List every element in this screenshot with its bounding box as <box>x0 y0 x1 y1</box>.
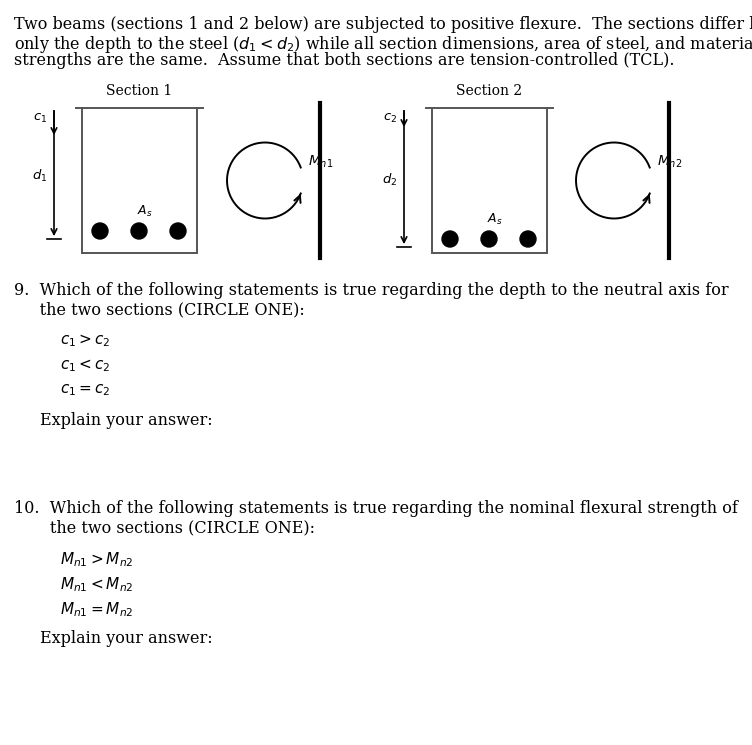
Circle shape <box>442 231 458 247</box>
Text: $d_1$: $d_1$ <box>32 168 47 184</box>
Circle shape <box>131 223 147 239</box>
Text: $A_s$: $A_s$ <box>138 204 153 219</box>
Text: strengths are the same.  Assume that both sections are tension-controlled (TCL).: strengths are the same. Assume that both… <box>14 52 675 69</box>
Text: $c_1$: $c_1$ <box>33 112 47 125</box>
Text: $c_1 = c_2$: $c_1 = c_2$ <box>60 382 111 398</box>
Text: only the depth to the steel ($d_1 < d_2$) while all section dimensions, area of : only the depth to the steel ($d_1 < d_2$… <box>14 34 752 55</box>
Text: $c_1 < c_2$: $c_1 < c_2$ <box>60 357 111 374</box>
Text: Explain your answer:: Explain your answer: <box>40 630 213 647</box>
Text: $M_{n1} > M_{n2}$: $M_{n1} > M_{n2}$ <box>60 550 134 568</box>
Text: $M_{n1} = M_{n2}$: $M_{n1} = M_{n2}$ <box>60 600 134 618</box>
Text: the two sections (CIRCLE ONE):: the two sections (CIRCLE ONE): <box>14 301 305 318</box>
Bar <box>432 108 547 253</box>
Text: $M_{n1}$: $M_{n1}$ <box>308 153 333 170</box>
Circle shape <box>481 231 497 247</box>
Text: $M_{n1} < M_{n2}$: $M_{n1} < M_{n2}$ <box>60 575 134 594</box>
Text: Section 2: Section 2 <box>456 84 523 98</box>
Bar <box>82 108 197 253</box>
Text: $A_s$: $A_s$ <box>487 212 503 227</box>
Text: Two beams (sections 1 and 2 below) are subjected to positive flexure.  The secti: Two beams (sections 1 and 2 below) are s… <box>14 16 752 33</box>
Text: Section 1: Section 1 <box>106 84 173 98</box>
Text: $c_2$: $c_2$ <box>383 112 397 125</box>
Circle shape <box>92 223 108 239</box>
Text: the two sections (CIRCLE ONE):: the two sections (CIRCLE ONE): <box>14 519 315 536</box>
Text: 9.  Which of the following statements is true regarding the depth to the neutral: 9. Which of the following statements is … <box>14 282 729 299</box>
Text: $M_{n2}$: $M_{n2}$ <box>657 153 682 170</box>
Circle shape <box>520 231 536 247</box>
Text: $d_2$: $d_2$ <box>382 172 398 188</box>
Circle shape <box>170 223 186 239</box>
Text: $c_1 > c_2$: $c_1 > c_2$ <box>60 332 111 349</box>
Text: 10.  Which of the following statements is true regarding the nominal flexural st: 10. Which of the following statements is… <box>14 500 738 517</box>
Text: Explain your answer:: Explain your answer: <box>40 412 213 429</box>
